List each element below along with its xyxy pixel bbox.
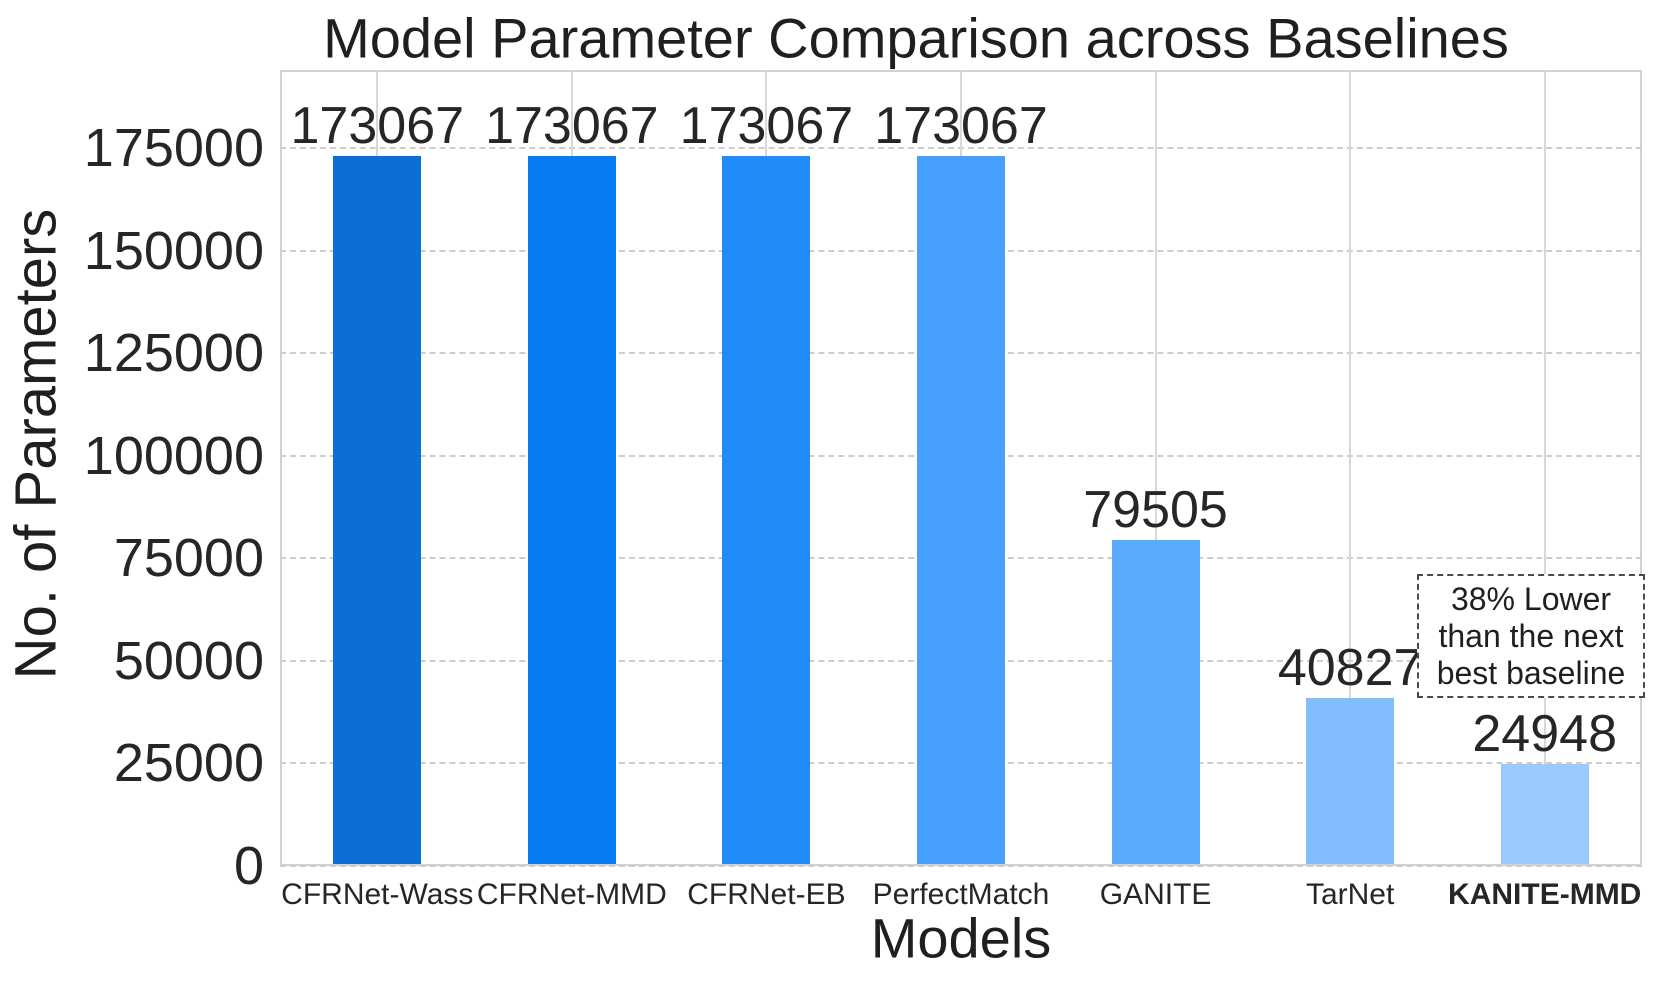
- bar-value-label: 24948: [1472, 704, 1617, 763]
- v-gridline: [1154, 70, 1157, 866]
- bar-KANITE-MMD: [1500, 763, 1589, 864]
- bar-GANITE: [1111, 539, 1200, 864]
- annotation-line: than the next: [1438, 617, 1624, 654]
- annotation-line: 38% Lower: [1450, 580, 1612, 617]
- x-tick-label: KANITE-MMD: [1448, 878, 1642, 911]
- y-tick-label: 75000: [113, 528, 264, 589]
- y-tick-label: 0: [233, 836, 264, 896]
- chart-title: Model Parameter Comparison across Baseli…: [323, 6, 1509, 70]
- x-tick-label: GANITE: [1099, 878, 1212, 911]
- y-tick-label: 25000: [113, 733, 264, 794]
- bar-value-label: 173067: [290, 96, 465, 155]
- x-tick-label: CFRNet-EB: [687, 878, 846, 911]
- bar-CFRNet-EB: [722, 155, 811, 864]
- x-tick-label: TarNet: [1305, 878, 1395, 911]
- h-gridline: [280, 865, 1642, 867]
- x-tick-label: PerfectMatch: [872, 878, 1050, 911]
- bar-TarNet: [1306, 698, 1395, 864]
- bar-value-label: 40827: [1277, 639, 1423, 698]
- y-tick-label: 175000: [83, 117, 264, 178]
- y-tick-label: 150000: [83, 220, 264, 281]
- bar-CFRNet-Wass: [333, 155, 422, 864]
- v-gridline: [1543, 70, 1546, 866]
- x-tick-label: CFRNet-Wass: [281, 878, 474, 911]
- annotation-box: 38% Lower than the next best baseline: [1417, 574, 1645, 698]
- y-tick-label: 50000: [113, 630, 264, 691]
- bar-value-label: 79505: [1083, 480, 1228, 539]
- x-tick-label: CFRNet-MMD: [476, 878, 667, 911]
- bar-CFRNet-MMD: [527, 155, 616, 864]
- v-gridline: [1349, 70, 1352, 866]
- bar-PerfectMatch: [917, 155, 1005, 864]
- bar-value-label: 173067: [874, 96, 1048, 155]
- bar-value-label: 173067: [485, 96, 659, 155]
- annotation-line: best baseline: [1436, 654, 1626, 691]
- y-tick-label: 100000: [83, 425, 264, 486]
- y-tick-label: 125000: [83, 323, 264, 384]
- bar-value-label: 173067: [679, 96, 854, 155]
- x-axis-label: Models: [870, 906, 1052, 970]
